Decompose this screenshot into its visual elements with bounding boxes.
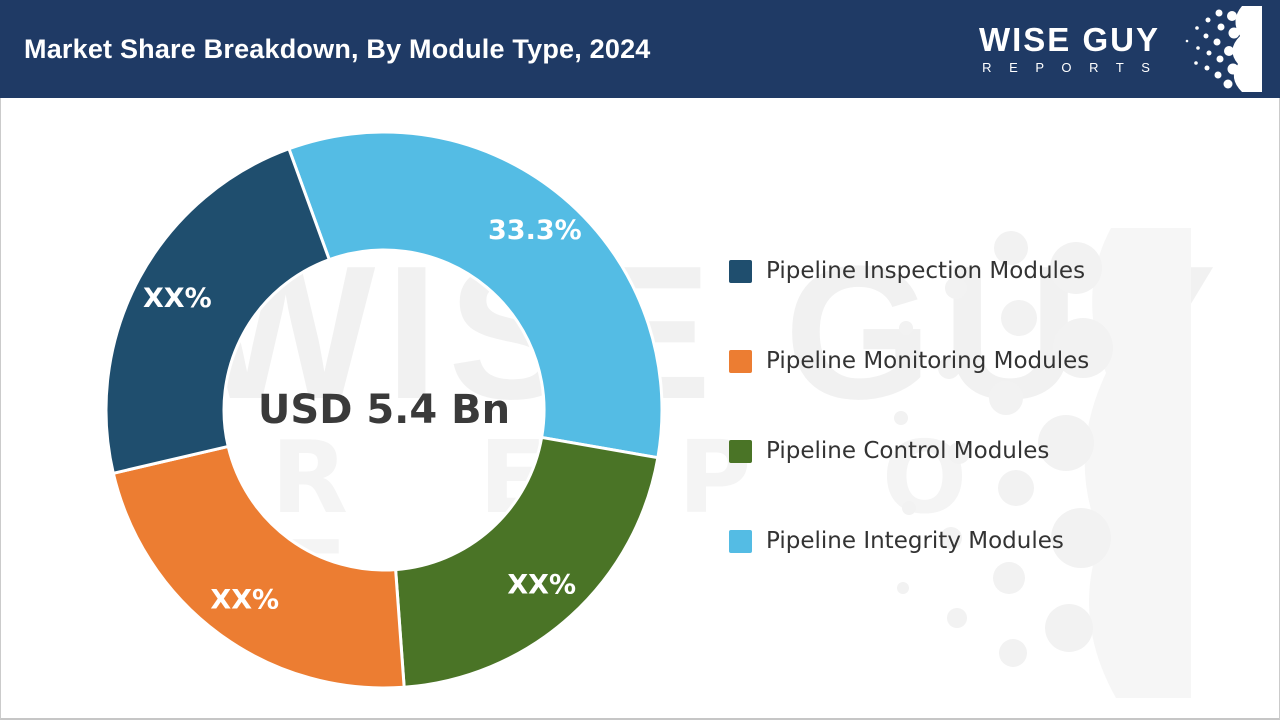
- donut-slice-2: [111, 444, 406, 690]
- legend-swatch-icon: [729, 349, 752, 373]
- donut-center-value: USD 5.4 Bn: [257, 387, 511, 433]
- legend-swatch-icon: [729, 439, 752, 463]
- donut-chart: 33.3% XX% XX% XX%: [104, 130, 664, 690]
- legend-label: Pipeline Integrity Modules: [766, 528, 1064, 554]
- legend-label: Pipeline Monitoring Modules: [766, 348, 1090, 374]
- legend-swatch-icon: [729, 529, 752, 553]
- donut-slice-1: [394, 435, 660, 689]
- legend-label: Pipeline Inspection Modules: [766, 258, 1086, 284]
- donut-slice-label-3: XX%: [143, 283, 212, 314]
- legend-item-pipeline-inspection: Pipeline Inspection Modules: [729, 255, 1089, 287]
- legend-item-pipeline-integrity: Pipeline Integrity Modules: [729, 525, 1089, 557]
- header: Market Share Breakdown, By Module Type, …: [0, 0, 1280, 98]
- donut-slice-label-0: 33.3%: [488, 215, 582, 246]
- chart-area: WISE GUY R E P O R T S 33.3%XX%XX%XX% US…: [0, 98, 1280, 720]
- donut-slice-label-1: XX%: [507, 569, 576, 600]
- legend-item-pipeline-monitoring: Pipeline Monitoring Modules: [729, 345, 1089, 377]
- donut-slice-3: [104, 147, 331, 475]
- logo-wordmark: WISE GUY R E P O R T S: [979, 23, 1160, 75]
- logo-face-icon: [1185, 6, 1262, 92]
- logo-title: WISE GUY: [978, 21, 1160, 58]
- legend: Pipeline Inspection Modules Pipeline Mon…: [729, 255, 1089, 615]
- logo-subtitle: R E P O R T S: [982, 60, 1157, 75]
- legend-item-pipeline-control: Pipeline Control Modules: [729, 435, 1089, 467]
- donut-slice-label-2: XX%: [210, 584, 279, 615]
- donut-slice-0: [287, 130, 664, 460]
- legend-swatch-icon: [729, 259, 752, 283]
- legend-label: Pipeline Control Modules: [766, 438, 1050, 464]
- wise-guy-logo: WISE GUY R E P O R T S: [979, 6, 1262, 92]
- page-title: Market Share Breakdown, By Module Type, …: [24, 33, 651, 64]
